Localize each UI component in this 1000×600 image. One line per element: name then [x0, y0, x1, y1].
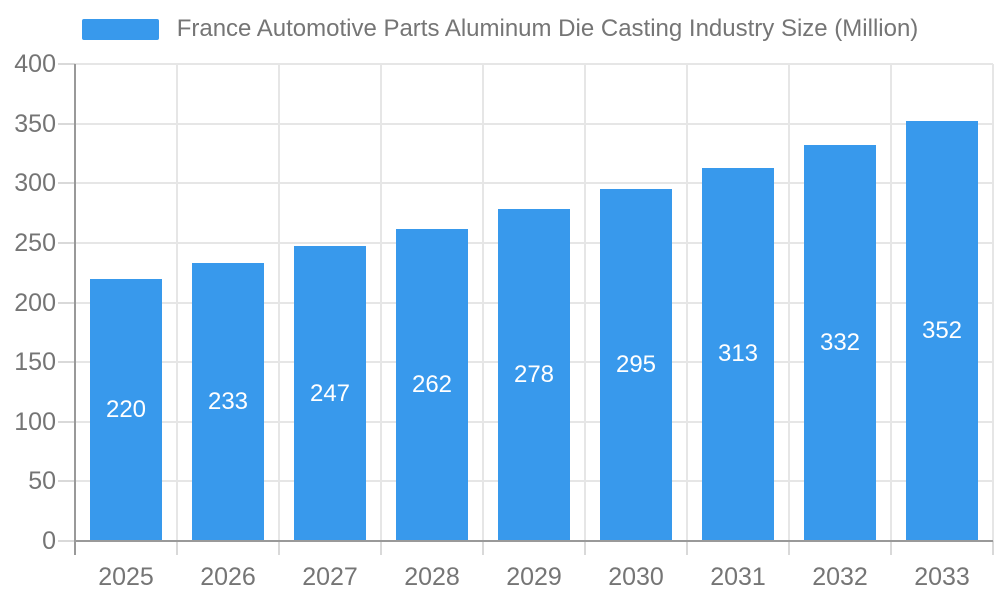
y-tick	[58, 302, 75, 304]
y-axis-label: 350	[14, 110, 56, 138]
y-tick	[58, 123, 75, 125]
x-gridline	[992, 64, 994, 541]
x-tick	[890, 541, 892, 555]
bar[interactable]	[90, 278, 162, 541]
x-tick	[380, 541, 382, 555]
y-tick	[58, 361, 75, 363]
y-axis-label: 100	[14, 408, 56, 436]
x-gridline	[788, 64, 790, 541]
x-axis-label: 2025	[98, 563, 154, 591]
y-tick	[58, 480, 75, 482]
bar-value-label: 262	[411, 370, 453, 398]
bar[interactable]	[498, 209, 570, 541]
bar-value-label: 220	[105, 395, 147, 423]
y-gridline	[75, 182, 993, 184]
bar-value-label: 313	[717, 340, 759, 368]
x-gridline	[890, 64, 892, 541]
x-tick	[482, 541, 484, 555]
bar[interactable]	[804, 145, 876, 541]
x-gridline	[278, 64, 280, 541]
x-gridline	[686, 64, 688, 541]
y-axis-label: 200	[14, 289, 56, 317]
x-tick	[788, 541, 790, 555]
legend-swatch	[81, 18, 159, 40]
y-tick	[58, 242, 75, 244]
y-tick	[58, 182, 75, 184]
y-axis-label: 0	[42, 527, 56, 555]
bar[interactable]	[702, 167, 774, 541]
bar[interactable]	[192, 263, 264, 541]
y-gridline	[75, 63, 993, 65]
y-axis-label: 150	[14, 348, 56, 376]
y-gridline	[75, 123, 993, 125]
y-axis-label: 300	[14, 169, 56, 197]
x-tick	[176, 541, 178, 555]
bar-value-label: 332	[819, 329, 861, 357]
x-tick	[584, 541, 586, 555]
x-axis-label: 2033	[914, 563, 970, 591]
bar[interactable]	[600, 189, 672, 541]
y-axis-label: 400	[14, 50, 56, 78]
y-axis-label: 250	[14, 229, 56, 257]
bar-value-label: 295	[615, 351, 657, 379]
bar-value-label: 233	[207, 388, 249, 416]
bar-value-label: 352	[921, 317, 963, 345]
bar[interactable]	[906, 121, 978, 541]
x-gridline	[482, 64, 484, 541]
bar-value-label: 247	[309, 379, 351, 407]
legend[interactable]: France Automotive Parts Aluminum Die Cas…	[0, 14, 1000, 44]
x-gridline	[380, 64, 382, 541]
y-axis-label: 50	[28, 467, 56, 495]
x-gridline	[584, 64, 586, 541]
y-tick	[58, 421, 75, 423]
x-tick	[686, 541, 688, 555]
bar-value-label: 278	[513, 361, 555, 389]
x-gridline	[176, 64, 178, 541]
y-axis-line	[74, 64, 76, 555]
x-axis-label: 2029	[506, 563, 562, 591]
x-axis-line	[75, 540, 993, 542]
bar[interactable]	[294, 246, 366, 541]
chart-title: France Automotive Parts Aluminum Die Cas…	[176, 15, 919, 42]
x-axis-label: 2026	[200, 563, 256, 591]
x-tick	[992, 541, 994, 555]
y-tick	[58, 63, 75, 65]
x-axis-label: 2032	[812, 563, 868, 591]
x-axis-label: 2030	[608, 563, 664, 591]
x-axis-label: 2028	[404, 563, 460, 591]
x-axis-label: 2031	[710, 563, 766, 591]
x-tick	[278, 541, 280, 555]
x-axis-label: 2027	[302, 563, 358, 591]
y-tick	[58, 540, 75, 542]
bar[interactable]	[396, 228, 468, 541]
